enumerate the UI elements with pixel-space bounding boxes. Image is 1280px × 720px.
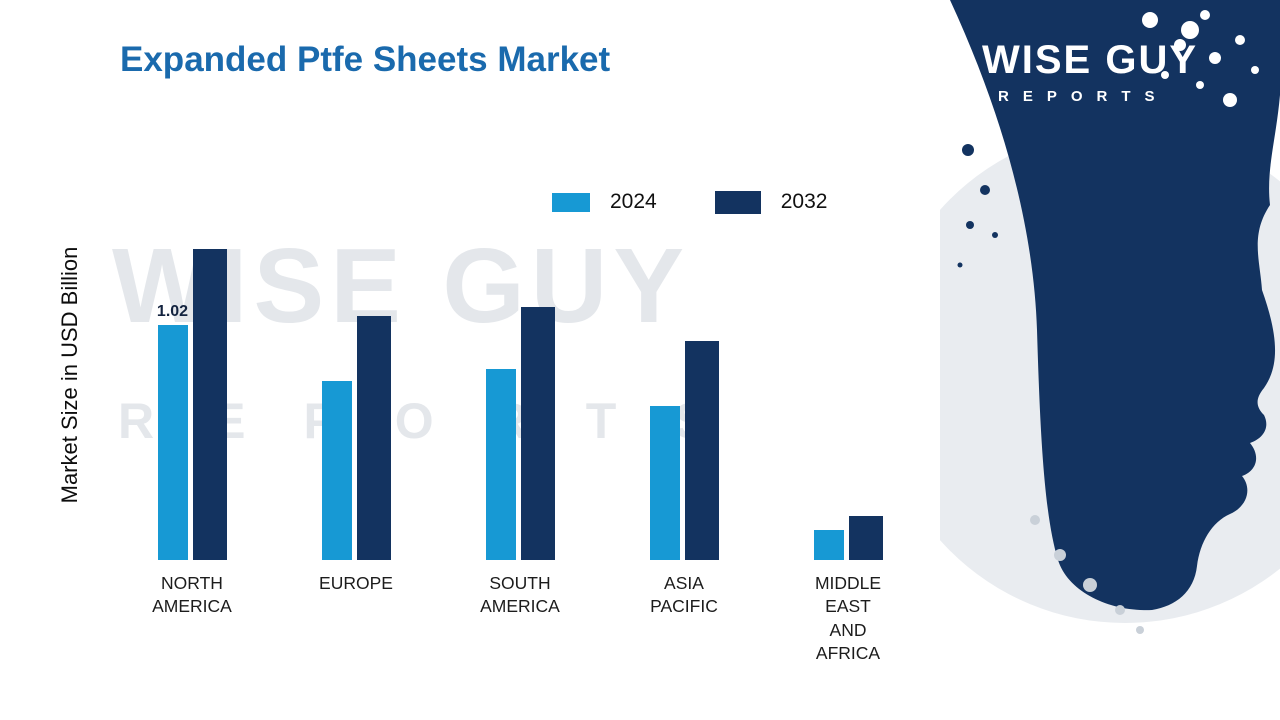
bar-value-label: 1.02 <box>156 303 189 320</box>
legend-label-2024: 2024 <box>610 190 657 213</box>
legend-item-2024: 2024 <box>552 190 657 214</box>
head-silhouette <box>950 0 1280 611</box>
bar-2024: 1.02 <box>157 303 188 560</box>
legend-swatch-2032 <box>714 190 761 214</box>
bar-2032 <box>356 316 391 560</box>
bar-2024 <box>485 369 516 560</box>
category-label: ASIA PACIFIC <box>650 573 718 617</box>
bar-2024 <box>321 381 352 560</box>
bar-2032 <box>520 307 555 560</box>
bar-group: EUROPE <box>274 230 438 593</box>
plot-area: 1.02 NORTH AMERICA EUROPE SOUTH AMERICA ASIA PA… <box>110 230 930 663</box>
brand-logo-subname: REPORTS <box>998 88 1169 105</box>
bar-group: MIDDLE EAST AND AFRICA <box>766 230 930 663</box>
navy-dot-cluster <box>957 144 998 268</box>
bar-group: SOUTH AMERICA <box>438 230 602 616</box>
bar-2032 <box>848 516 883 560</box>
y-axis-label: Market Size in USD Billion <box>57 246 82 504</box>
page-title: Expanded Ptfe Sheets Market <box>120 40 611 79</box>
decorative-head-graphic <box>940 0 1280 634</box>
bar-group: ASIA PACIFIC <box>602 230 766 616</box>
legend: 2024 2032 <box>552 190 827 214</box>
legend-label-2032: 2032 <box>780 190 828 213</box>
bar-2024 <box>813 530 844 560</box>
bar-2032 <box>684 341 719 560</box>
white-dot-cluster <box>1142 10 1259 107</box>
bar-2024 <box>649 406 680 560</box>
gray-dot-cluster <box>1030 515 1144 634</box>
legend-item-2032: 2032 <box>714 190 828 214</box>
brand-logo-name: WISE GUY <box>982 38 1199 82</box>
category-label: SOUTH AMERICA <box>480 573 560 617</box>
category-label: NORTH AMERICA <box>152 573 232 617</box>
bar-group: 1.02 NORTH AMERICA <box>110 230 274 616</box>
bar-2032 <box>192 249 227 560</box>
category-label: MIDDLE EAST AND AFRICA <box>814 573 882 664</box>
legend-swatch-2024 <box>552 192 590 212</box>
category-label: EUROPE <box>319 573 393 593</box>
